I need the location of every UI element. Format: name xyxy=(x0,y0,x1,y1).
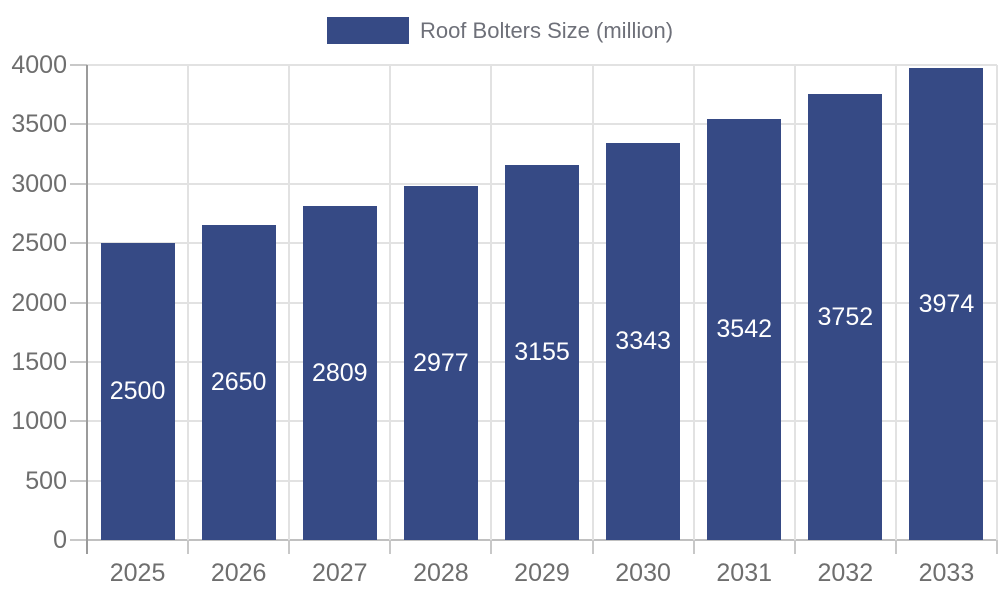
x-axis-tick xyxy=(86,540,88,554)
x-axis-tick xyxy=(996,540,998,554)
bar-value-label: 3343 xyxy=(615,327,671,355)
y-tick-label: 1000 xyxy=(11,407,67,436)
plot-area: 0 500 1000 1500 2000 2500 3000 3500 4000 2500 2025… xyxy=(11,51,998,587)
x-axis-tick xyxy=(793,540,796,554)
bar[interactable]: 3155 xyxy=(505,165,579,540)
y-axis-tick xyxy=(70,479,87,482)
x-tick-label: 2027 xyxy=(311,559,368,587)
bar-value-label: 3752 xyxy=(817,302,874,331)
x-tick-label: 2026 xyxy=(210,559,267,587)
y-axis-tick xyxy=(70,242,87,245)
y-tick-label: 4000 xyxy=(11,51,67,79)
y-axis-tick xyxy=(70,123,87,126)
y-tick-label: 3500 xyxy=(11,110,67,139)
gridline-vertical xyxy=(793,65,796,540)
x-axis-tick xyxy=(288,540,291,554)
y-axis-tick xyxy=(70,360,87,363)
x-tick-label: 2029 xyxy=(514,559,570,587)
gridline-horizontal xyxy=(87,64,997,66)
bar[interactable]: 2809 xyxy=(302,206,377,540)
x-tick-label: 2028 xyxy=(413,559,469,587)
bar-value-label: 3974 xyxy=(918,289,975,318)
x-axis-tick xyxy=(894,540,897,554)
gridline-horizontal xyxy=(87,123,997,126)
bar-value-label: 2809 xyxy=(311,358,368,387)
gridline-vertical xyxy=(692,65,695,540)
y-tick-label: 3000 xyxy=(11,169,67,198)
gridline-vertical xyxy=(591,65,594,540)
y-tick-label: 0 xyxy=(53,526,67,554)
legend-label[interactable]: Roof Bolters Size (million) xyxy=(419,18,674,43)
bar-value-label: 2977 xyxy=(413,348,469,377)
bar[interactable]: 3343 xyxy=(606,143,681,540)
gridline-vertical xyxy=(389,65,392,540)
x-axis-tick xyxy=(389,540,392,554)
gridline-vertical xyxy=(187,65,190,540)
gridline-vertical xyxy=(996,65,998,540)
x-tick-label: 2033 xyxy=(918,559,975,587)
bar-value-label: 3542 xyxy=(716,315,773,344)
gridline-horizontal xyxy=(87,539,997,541)
legend[interactable]: Roof Bolters Size (million) xyxy=(0,17,1000,44)
bar[interactable]: 2977 xyxy=(403,186,478,540)
x-axis-tick xyxy=(187,540,190,554)
bar[interactable]: 2650 xyxy=(201,225,276,540)
gridline-vertical xyxy=(86,65,88,540)
y-axis-tick xyxy=(70,182,87,185)
bar[interactable]: 3974 xyxy=(909,68,984,540)
x-tick-label: 2032 xyxy=(817,559,874,587)
x-tick-label: 2030 xyxy=(615,559,671,587)
bar[interactable]: 3542 xyxy=(707,119,782,540)
bar[interactable]: 3752 xyxy=(808,94,883,540)
y-tick-label: 2500 xyxy=(11,229,67,258)
x-tick-label: 2025 xyxy=(109,559,166,587)
gridline-vertical xyxy=(490,65,493,540)
y-tick-label: 500 xyxy=(25,466,67,495)
x-tick-label: 2031 xyxy=(716,559,773,587)
bar-value-label: 3155 xyxy=(514,338,570,367)
gridline-vertical xyxy=(894,65,897,540)
y-axis-tick xyxy=(70,539,87,541)
x-axis-tick xyxy=(692,540,695,554)
y-tick-label: 1500 xyxy=(11,347,67,376)
y-axis-tick xyxy=(70,64,87,66)
y-axis-tick xyxy=(70,420,87,423)
x-axis-tick xyxy=(490,540,493,554)
bar-value-label: 2500 xyxy=(109,377,166,406)
y-tick-label: 2000 xyxy=(11,288,67,317)
y-axis-tick xyxy=(70,301,87,304)
gridline-vertical xyxy=(288,65,291,540)
legend-swatch[interactable] xyxy=(326,17,409,44)
x-axis-tick xyxy=(591,540,594,554)
bar-value-label: 2650 xyxy=(210,368,267,397)
bar[interactable]: 2500 xyxy=(100,243,175,540)
